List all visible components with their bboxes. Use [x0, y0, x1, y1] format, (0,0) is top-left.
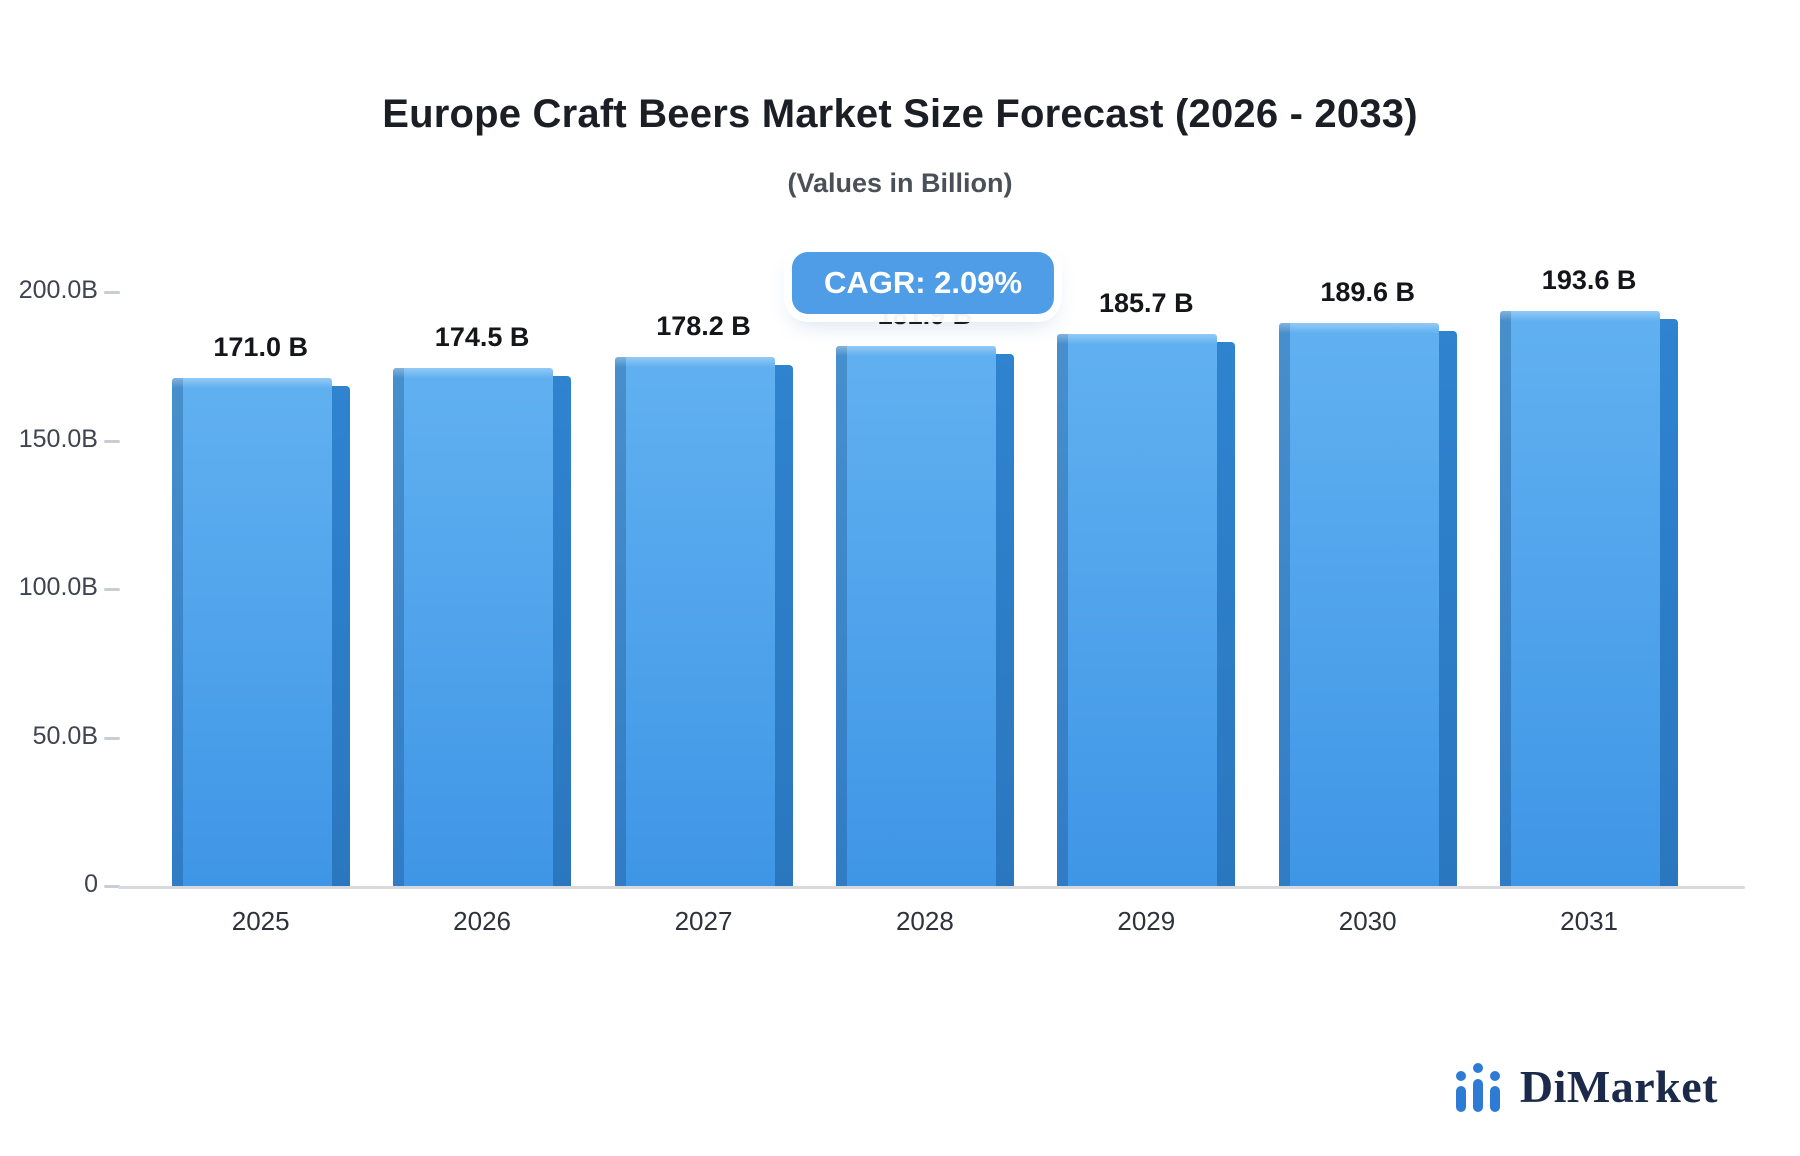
y-axis-tick-mark: [104, 439, 120, 443]
y-axis-tick-mark: [104, 736, 120, 740]
bar-side-face: [995, 353, 1014, 886]
x-axis-tick-label: 2028: [895, 906, 954, 936]
y-axis-tick-mark: [104, 885, 120, 888]
bar-side-face: [1438, 330, 1457, 886]
bar-2031: [1500, 311, 1679, 886]
bar-face: [171, 378, 332, 886]
chart-subtitle: (Values in Billion): [787, 168, 1013, 198]
bar-face: [614, 356, 775, 886]
x-axis-tick-label: 2030: [1338, 906, 1397, 936]
bar-value-label: 171.0 B: [213, 332, 308, 363]
y-axis-tick-label: 200.0B: [18, 276, 98, 304]
bar-value-label: 178.2 B: [656, 310, 751, 341]
bar-face: [835, 345, 996, 886]
x-axis-baseline: [118, 886, 1745, 889]
bar-value-label: 174.5 B: [434, 321, 530, 352]
bar-2025: [171, 378, 350, 886]
bar-2026: [393, 367, 572, 886]
bar-2030: [1278, 322, 1457, 886]
x-axis-tick-label: 2029: [1117, 906, 1176, 936]
y-axis-tick-mark: [104, 588, 120, 591]
bar-face: [1278, 322, 1439, 886]
bar-chart-dots-icon: [1455, 1063, 1500, 1112]
bar-2029: [1057, 334, 1236, 886]
bar-2028: [835, 345, 1014, 886]
bar-value-label: 189.6 B: [1320, 276, 1415, 307]
bar-side-face: [331, 386, 350, 886]
y-axis-tick-label: 0: [84, 870, 98, 898]
bar-face: [1500, 311, 1661, 886]
brand-logo: DiMarket: [1450, 1058, 1718, 1114]
x-axis-tick-label: 2031: [1560, 906, 1619, 936]
bar-side-face: [1217, 342, 1236, 886]
x-axis-tick-label: 2025: [231, 906, 290, 936]
bar-side-face: [553, 375, 572, 886]
bar-face: [393, 367, 554, 886]
y-axis-tick-label: 150.0B: [18, 424, 98, 453]
y-axis-tick-label: 50.0B: [32, 721, 98, 750]
y-axis-tick-mark: [104, 291, 120, 294]
cagr-badge: CAGR: 2.09%: [791, 252, 1055, 314]
bar-2027: [614, 356, 793, 886]
bar-side-face: [774, 364, 793, 886]
brand-name: DiMarket: [1519, 1060, 1718, 1112]
bar-side-face: [1660, 319, 1679, 886]
y-axis-tick-label: 100.0B: [18, 573, 98, 601]
bar-face: [1057, 334, 1218, 886]
x-axis-tick-label: 2026: [453, 906, 512, 936]
bar-value-label: 185.7 B: [1099, 288, 1194, 319]
bar-value-label: 193.6 B: [1541, 265, 1637, 295]
chart-title: Europe Craft Beers Market Size Forecast …: [382, 92, 1418, 136]
x-axis-tick-label: 2027: [674, 906, 733, 936]
